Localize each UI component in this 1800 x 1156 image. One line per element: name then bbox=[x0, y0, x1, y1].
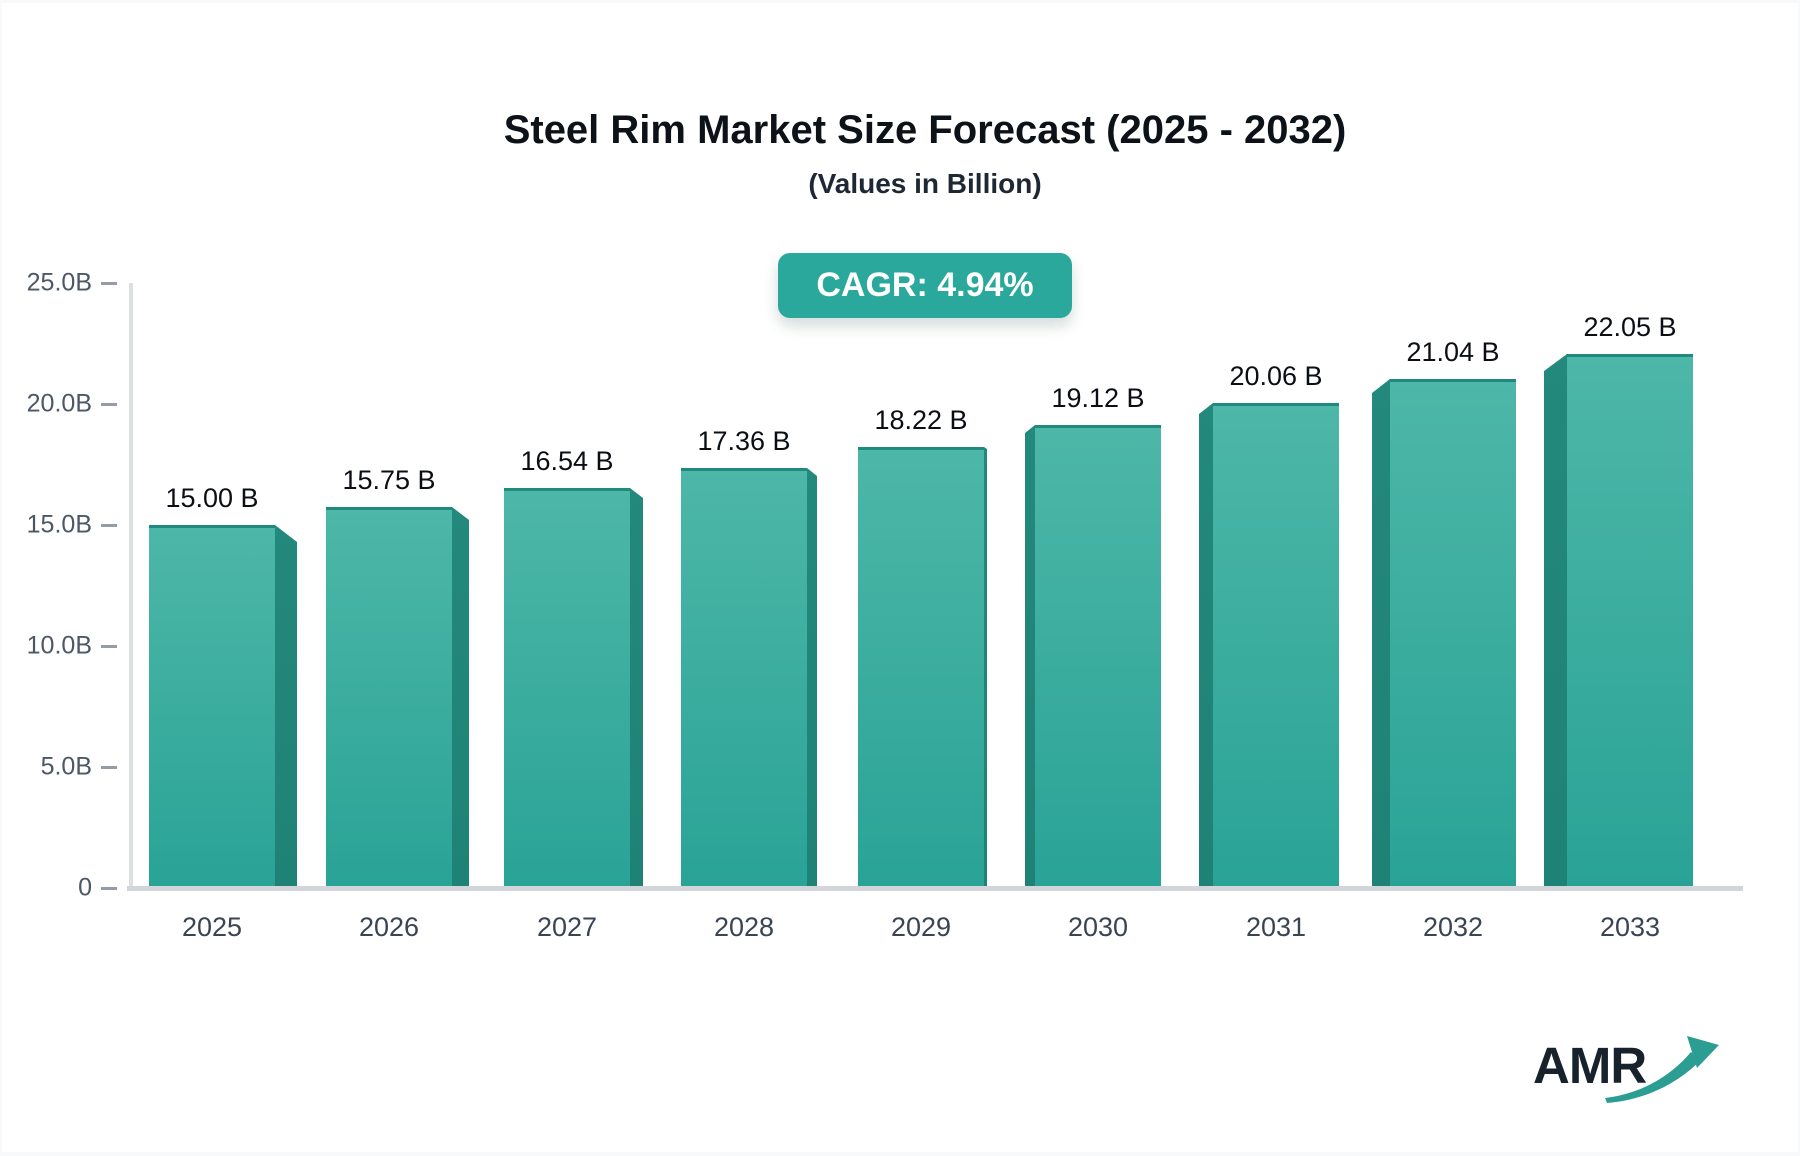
bar-side-face bbox=[1544, 354, 1567, 888]
bar-side-face bbox=[1199, 403, 1213, 888]
bar-2027 bbox=[504, 488, 630, 888]
cagr-badge: CAGR: 4.94% bbox=[778, 253, 1072, 318]
cagr-badge-wrap: CAGR: 4.94% bbox=[125, 253, 1725, 318]
x-axis-label-2028: 2028 bbox=[713, 912, 775, 942]
chart-subtitle: (Values in Billion) bbox=[808, 168, 1042, 199]
bar-side-face bbox=[452, 507, 469, 888]
bar-2025 bbox=[149, 525, 275, 888]
bar-2029 bbox=[858, 447, 984, 888]
x-axis-label-2030: 2030 bbox=[1067, 912, 1129, 942]
y-tick-label: 0 bbox=[78, 873, 92, 902]
bar-2026 bbox=[326, 507, 452, 888]
growth-arrow-icon bbox=[1605, 1036, 1719, 1103]
x-axis-label-2033: 2033 bbox=[1599, 912, 1661, 942]
bar-2032 bbox=[1390, 379, 1516, 888]
x-axis-label-2031: 2031 bbox=[1245, 912, 1307, 942]
bar-value-label: 16.54 B bbox=[520, 446, 614, 476]
x-axis-label-2026: 2026 bbox=[358, 912, 420, 942]
bar-2030 bbox=[1035, 425, 1161, 888]
x-axis-label-2027: 2027 bbox=[536, 912, 598, 942]
bar-side-face bbox=[984, 447, 987, 888]
bar-side-face bbox=[275, 525, 297, 888]
bar-2031 bbox=[1213, 403, 1339, 888]
bar-value-label: 21.04 B bbox=[1406, 337, 1500, 367]
x-axis-label-2025: 2025 bbox=[181, 912, 243, 942]
y-axis-line bbox=[129, 283, 133, 888]
bar-2033 bbox=[1567, 354, 1693, 888]
bar-2028 bbox=[681, 468, 807, 888]
y-tick-dash bbox=[101, 887, 117, 890]
x-axis-label-2032: 2032 bbox=[1422, 912, 1484, 942]
bar-side-face bbox=[1372, 379, 1390, 888]
x-axis-label-2029: 2029 bbox=[890, 912, 952, 942]
bar-side-face bbox=[1025, 425, 1035, 888]
chart-title: Steel Rim Market Size Forecast (2025 - 2… bbox=[503, 108, 1347, 152]
y-tick-dash bbox=[101, 403, 117, 406]
bar-value-label: 20.06 B bbox=[1229, 361, 1323, 391]
bar-side-face bbox=[807, 468, 817, 888]
x-axis-line bbox=[127, 886, 1743, 891]
bar-value-label: 19.12 B bbox=[1051, 383, 1145, 413]
y-tick-dash bbox=[101, 766, 117, 769]
amr-logo-text: AMR bbox=[1533, 1037, 1647, 1094]
amr-logo: AMR bbox=[1533, 1036, 1723, 1104]
y-tick-label: 15.0B bbox=[26, 510, 92, 539]
bar-side-face bbox=[630, 488, 643, 888]
y-tick-dash bbox=[101, 282, 117, 285]
y-tick-label: 25.0B bbox=[26, 268, 92, 297]
bar-value-label: 22.05 B bbox=[1583, 312, 1677, 342]
bar-value-label: 18.22 B bbox=[874, 405, 968, 435]
y-tick-dash bbox=[101, 645, 117, 648]
bar-value-label: 15.00 B bbox=[165, 483, 259, 513]
bar-value-label: 15.75 B bbox=[342, 465, 436, 495]
y-tick-dash bbox=[101, 524, 117, 527]
y-tick-label: 20.0B bbox=[26, 389, 92, 418]
y-tick-label: 10.0B bbox=[26, 631, 92, 660]
bar-value-label: 17.36 B bbox=[697, 426, 791, 456]
y-tick-label: 5.0B bbox=[40, 752, 92, 781]
